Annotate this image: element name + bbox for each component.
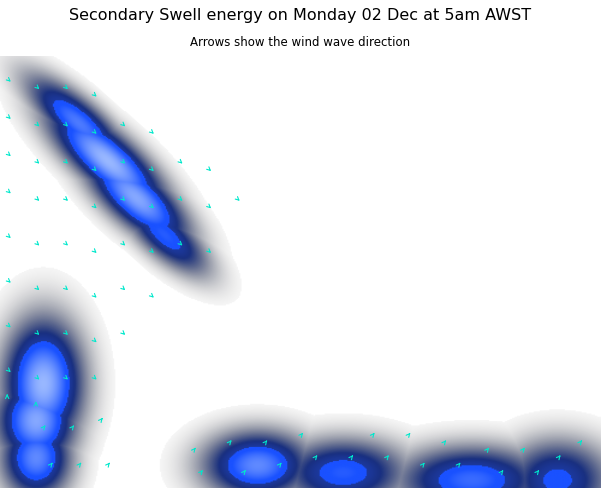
Text: Arrows show the wind wave direction: Arrows show the wind wave direction [191,36,410,49]
Text: Secondary Swell energy on Monday 02 Dec at 5am AWST: Secondary Swell energy on Monday 02 Dec … [70,8,531,23]
